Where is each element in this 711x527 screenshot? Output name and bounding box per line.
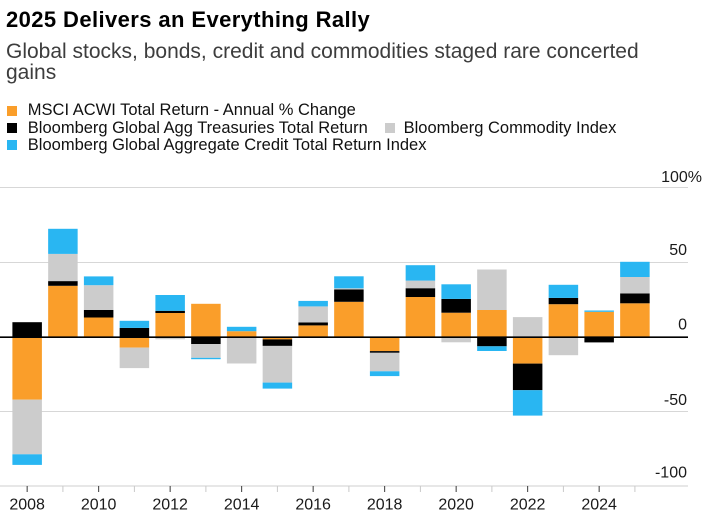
svg-text:100%: 100% bbox=[661, 169, 702, 186]
svg-text:2020: 2020 bbox=[438, 497, 474, 514]
svg-text:0: 0 bbox=[678, 317, 687, 334]
svg-text:2018: 2018 bbox=[367, 497, 403, 514]
svg-text:2008: 2008 bbox=[9, 497, 45, 514]
svg-text:2024: 2024 bbox=[581, 497, 617, 514]
svg-text:-100: -100 bbox=[655, 465, 687, 482]
svg-text:50: 50 bbox=[669, 242, 687, 259]
svg-text:-50: -50 bbox=[664, 392, 687, 409]
svg-text:2010: 2010 bbox=[81, 497, 117, 514]
svg-text:2016: 2016 bbox=[295, 497, 331, 514]
svg-text:2022: 2022 bbox=[510, 497, 546, 514]
svg-text:2012: 2012 bbox=[152, 497, 188, 514]
svg-text:2014: 2014 bbox=[224, 497, 260, 514]
